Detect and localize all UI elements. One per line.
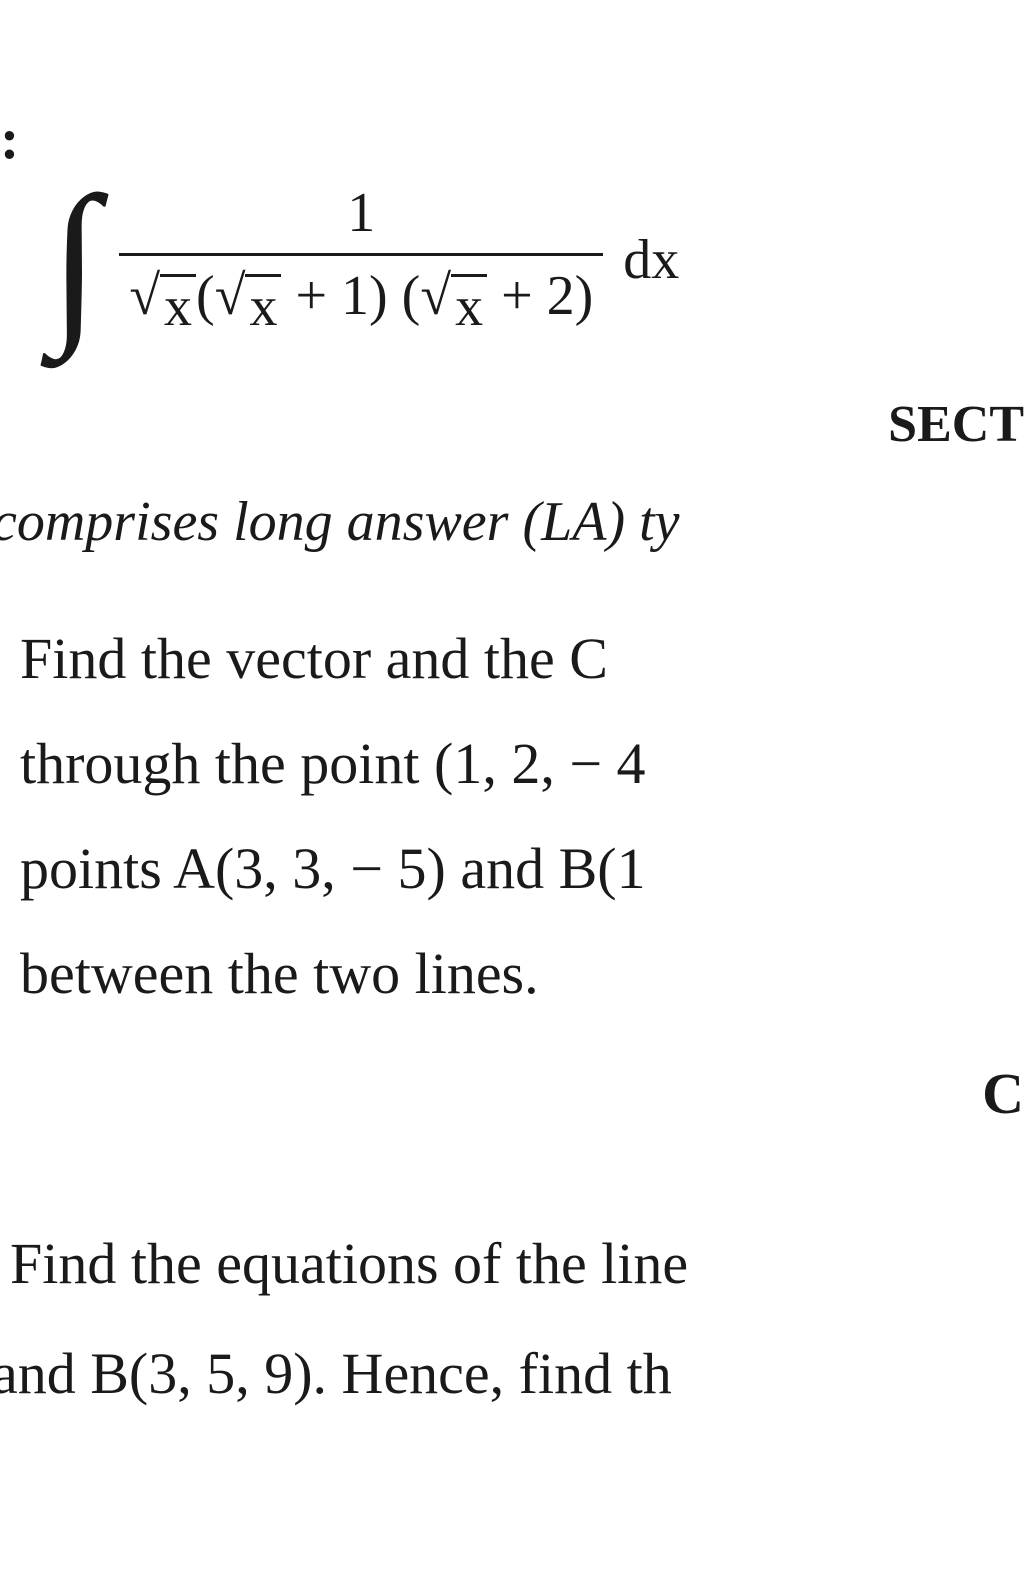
numerator: 1 xyxy=(337,181,385,253)
colon-marker: : xyxy=(0,105,19,172)
dx: dx xyxy=(623,228,679,292)
denominator: √ x ( √ x + 1) ( √ x + 2) xyxy=(119,256,603,339)
body-line-1: Find the vector and the C xyxy=(20,605,608,712)
fraction: 1 √ x ( √ x + 1) ( √ x + 2) xyxy=(119,181,603,339)
sqrt-2: √ x xyxy=(215,264,282,339)
body-line-2: through the point (1, 2, − 4 xyxy=(20,710,646,817)
letter-c-marker: C xyxy=(982,1060,1024,1127)
body-line-4: between the two lines. xyxy=(20,920,539,1027)
body-line-3: points A(3, 3, − 5) and B(1 xyxy=(20,815,646,922)
instruction-line: comprises long answer (LA) ty xyxy=(0,490,680,554)
body-line-5: Find the equations of the line xyxy=(10,1210,688,1317)
section-label: SECT xyxy=(888,395,1024,454)
integral-sign: ∫ xyxy=(50,170,99,350)
sqrt-1: √ x xyxy=(129,264,196,339)
sqrt-3: √ x xyxy=(420,264,487,339)
body-line-6: and B(3, 5, 9). Hence, find th xyxy=(0,1320,672,1427)
integral-expression: ∫ 1 √ x ( √ x + 1) ( √ x + 2) dx xyxy=(50,170,679,350)
